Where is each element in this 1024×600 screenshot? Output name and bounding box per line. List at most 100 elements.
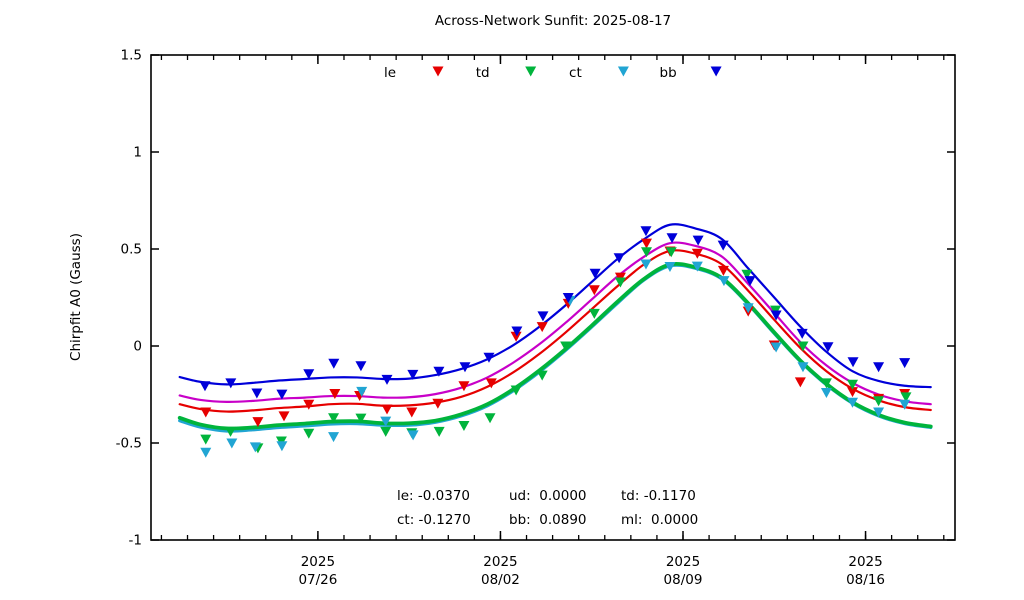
- y-tick-label: -0.5: [116, 436, 142, 452]
- marker-bb: [303, 369, 315, 380]
- marker-le: [303, 399, 315, 410]
- marker-le: [406, 407, 418, 418]
- marker-td: [847, 379, 859, 390]
- marker-td: [797, 341, 809, 352]
- marker-le: [691, 248, 703, 259]
- fit-stat-td: td: -0.1170: [621, 488, 696, 504]
- x-tick-label-date: 07/26: [298, 572, 337, 588]
- marker-ct: [820, 388, 832, 399]
- marker-td: [614, 277, 626, 288]
- y-tick-label: 0.5: [121, 242, 142, 258]
- fit-stat-ct: ct: -0.1270: [397, 512, 471, 528]
- marker-bb: [796, 328, 808, 339]
- y-tick-label: -1: [129, 533, 142, 549]
- marker-td: [536, 370, 548, 381]
- marker-ct: [328, 432, 340, 443]
- marker-ct: [200, 447, 212, 458]
- marker-bb: [589, 268, 601, 279]
- marker-bb: [899, 358, 911, 369]
- marker-ct: [847, 397, 859, 408]
- marker-td: [510, 385, 522, 396]
- x-tick-label-date: 08/16: [846, 572, 885, 588]
- marker-le: [329, 389, 341, 400]
- marker-td: [588, 308, 600, 319]
- marker-ct: [691, 261, 703, 272]
- marker-le: [640, 238, 652, 249]
- marker-td: [741, 269, 753, 280]
- marker-bb: [251, 388, 263, 399]
- marker-le: [432, 398, 444, 409]
- marker-le: [847, 387, 859, 398]
- legend-marker-ct: [617, 66, 629, 77]
- marker-td: [665, 247, 677, 258]
- marker-le: [252, 417, 264, 428]
- fit-stat-ml: ml: 0.0000: [621, 512, 698, 528]
- fit-stat-ud: ud: 0.0000: [509, 488, 587, 504]
- marker-td: [640, 247, 652, 258]
- marker-bb: [822, 342, 834, 353]
- marker-bb: [511, 326, 523, 337]
- marker-bb: [847, 357, 859, 368]
- marker-le: [381, 404, 393, 415]
- marker-ct: [899, 399, 911, 410]
- marker-bb: [459, 362, 471, 373]
- marker-le: [510, 331, 522, 342]
- marker-bb: [770, 310, 782, 321]
- marker-ct: [640, 259, 652, 270]
- marker-bb: [744, 276, 756, 287]
- marker-ct: [718, 276, 730, 287]
- x-tick-label-year: 2025: [301, 554, 335, 570]
- marker-bb: [381, 374, 393, 385]
- legend-label-ct: ct: [569, 65, 582, 81]
- marker-bb: [873, 362, 885, 373]
- marker-le: [794, 377, 806, 388]
- marker-bb: [276, 389, 288, 400]
- x-tick-label-date: 08/02: [481, 572, 520, 588]
- fit-curve-td: [177, 261, 933, 431]
- marker-bb: [225, 378, 237, 389]
- x-tick-label-year: 2025: [848, 554, 882, 570]
- x-tick-label-year: 2025: [483, 554, 517, 570]
- marker-bb: [483, 352, 495, 363]
- marker-td: [873, 396, 885, 407]
- x-tick-label-date: 08/09: [664, 572, 703, 588]
- marker-td: [900, 392, 912, 403]
- y-tick-label: 1: [133, 145, 142, 161]
- marker-td: [458, 421, 470, 432]
- marker-bb: [692, 235, 704, 246]
- marker-bb: [328, 358, 340, 369]
- marker-td: [355, 413, 367, 424]
- legend-marker-td: [525, 66, 537, 77]
- legend-label-le: le: [384, 65, 396, 81]
- marker-bb: [407, 369, 419, 380]
- marker-bb: [640, 226, 652, 237]
- plot-border: [150, 54, 956, 541]
- legend-marker-le: [432, 66, 444, 77]
- y-tick-label: 1.5: [121, 48, 142, 64]
- marker-ct: [356, 386, 368, 397]
- marker-td: [328, 413, 340, 424]
- marker-bb: [717, 240, 729, 251]
- marker-td: [820, 378, 832, 389]
- marker-bb: [355, 361, 367, 372]
- marker-bb: [433, 366, 445, 377]
- marker-ct: [380, 416, 392, 427]
- marker-ct: [249, 442, 261, 453]
- marker-le: [485, 378, 497, 389]
- marker-bb: [666, 233, 678, 244]
- marker-ct: [873, 407, 885, 418]
- y-tick-label: 0: [133, 339, 142, 355]
- marker-td: [303, 428, 315, 439]
- marker-ct: [770, 342, 782, 353]
- marker-le: [200, 407, 212, 418]
- marker-bb: [613, 253, 625, 264]
- marker-td: [484, 413, 496, 424]
- marker-le: [458, 381, 470, 392]
- marker-td: [560, 341, 572, 352]
- marker-le: [536, 322, 548, 333]
- marker-ct: [797, 362, 809, 373]
- plot-title: Across-Network Sunfit: 2025-08-17: [434, 13, 672, 29]
- fit-curve-bb: [178, 223, 932, 389]
